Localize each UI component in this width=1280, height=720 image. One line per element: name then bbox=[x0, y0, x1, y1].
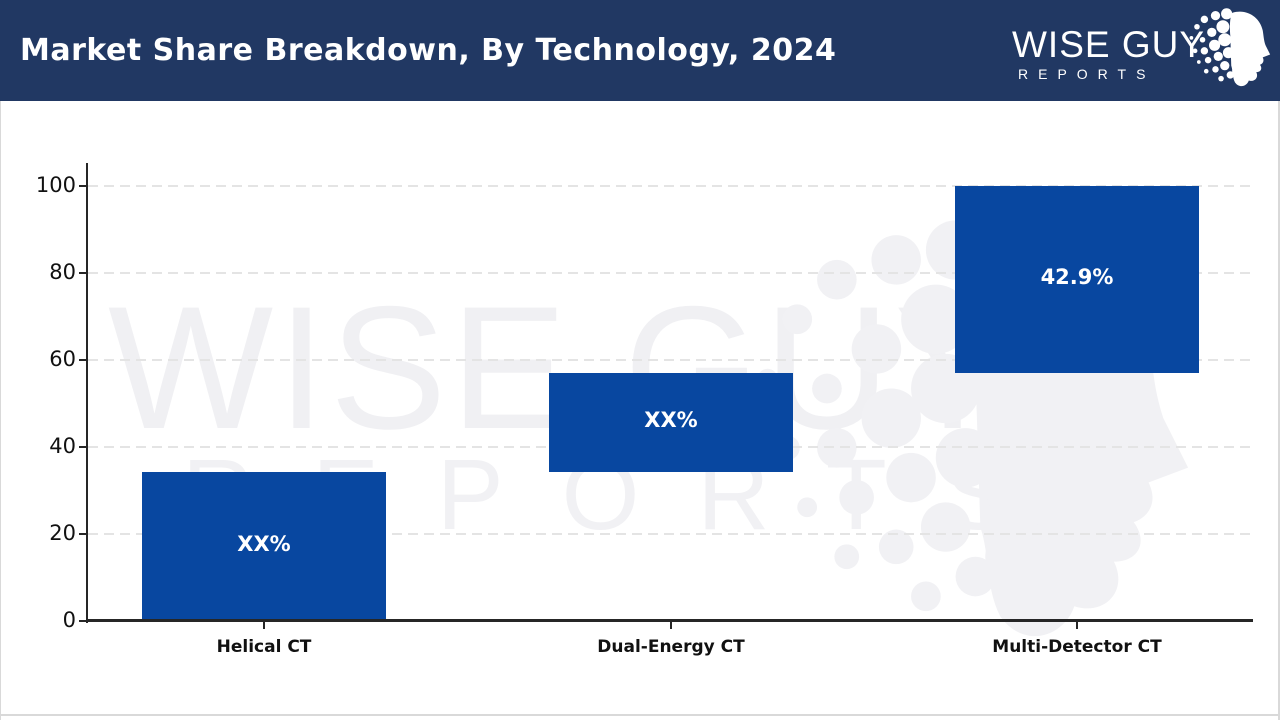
header-bar: Market Share Breakdown, By Technology, 2… bbox=[0, 0, 1280, 101]
x-tick-3 bbox=[1076, 622, 1078, 629]
gridline-100 bbox=[88, 185, 1253, 187]
y-axis bbox=[86, 163, 88, 623]
bar-value-label: 42.9% bbox=[1040, 265, 1114, 290]
x-tick-2 bbox=[670, 622, 672, 629]
bar-1 bbox=[142, 471, 386, 621]
x-tick-1 bbox=[263, 622, 265, 629]
y-tick-label: 100 bbox=[35, 173, 76, 197]
bar-value-label: XX% bbox=[237, 532, 291, 557]
y-tick-20 bbox=[79, 533, 87, 535]
y-tick-0 bbox=[79, 620, 87, 622]
y-tick-label: 40 bbox=[49, 434, 76, 458]
category-label: Helical CT bbox=[216, 637, 312, 657]
y-tick-label: 20 bbox=[49, 521, 76, 545]
gridline-80 bbox=[88, 272, 1253, 274]
y-tick-label: 0 bbox=[62, 608, 76, 632]
left-edge-rule bbox=[0, 101, 1, 720]
bar-2 bbox=[549, 372, 793, 472]
x-axis bbox=[86, 619, 1253, 622]
logo-face-icon bbox=[1189, 8, 1271, 87]
bar-value-label: XX% bbox=[644, 408, 698, 433]
y-tick-80 bbox=[79, 272, 87, 274]
brand-logo: WISE GUY REPORTS bbox=[1012, 0, 1272, 101]
gridline-20 bbox=[88, 533, 1253, 535]
right-edge-rule bbox=[1278, 101, 1280, 720]
y-tick-label: 80 bbox=[49, 260, 76, 284]
bar-3 bbox=[955, 186, 1199, 373]
gridline-60 bbox=[88, 359, 1253, 361]
category-label: Dual-Energy CT bbox=[597, 637, 745, 657]
y-tick-100 bbox=[79, 185, 87, 187]
y-tick-label: 60 bbox=[49, 347, 76, 371]
category-label: Multi-Detector CT bbox=[992, 637, 1162, 657]
page-title: Market Share Breakdown, By Technology, 2… bbox=[20, 33, 837, 68]
y-tick-40 bbox=[79, 446, 87, 448]
logo-wordmark: WISE GUY bbox=[1012, 24, 1206, 65]
logo-subtext: REPORTS bbox=[1018, 66, 1156, 82]
bottom-rule bbox=[0, 714, 1280, 716]
y-tick-60 bbox=[79, 359, 87, 361]
